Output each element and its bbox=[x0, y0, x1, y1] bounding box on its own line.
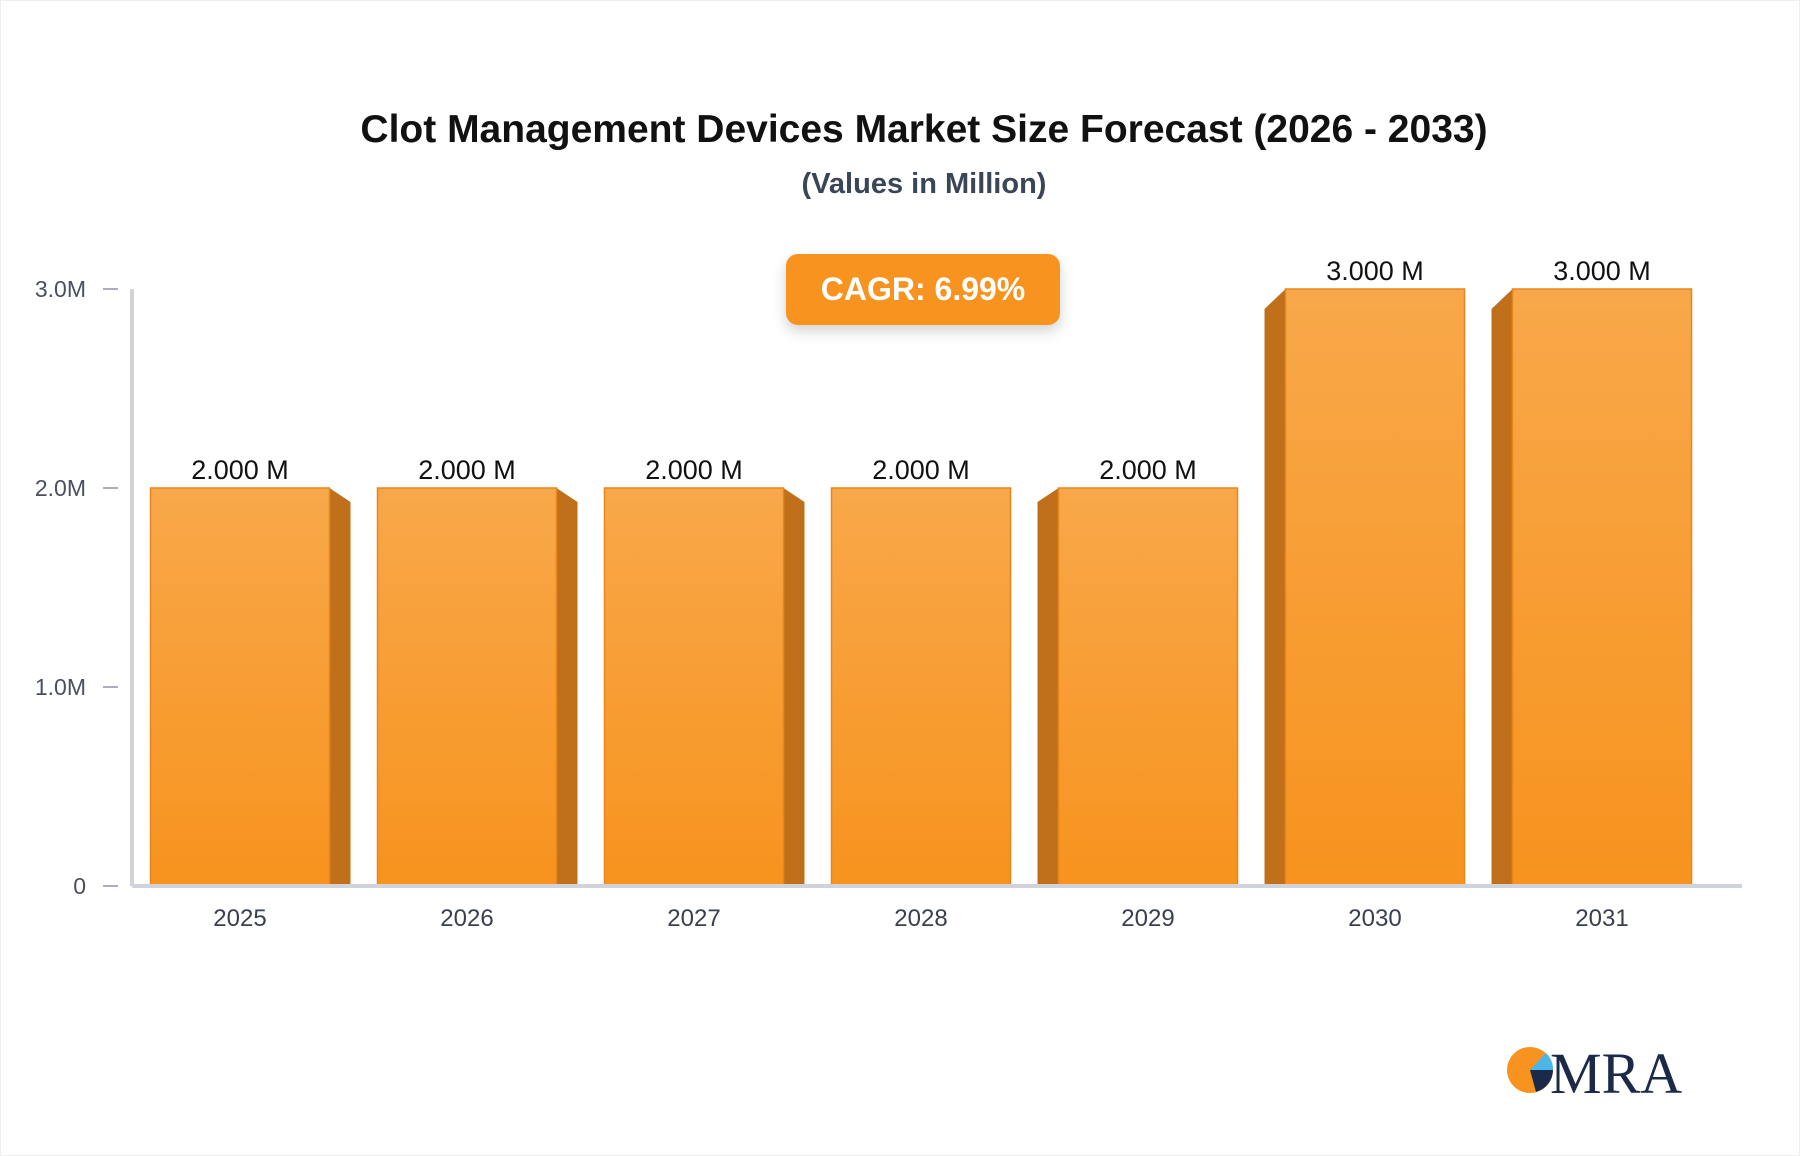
cagr-badge: CAGR: 6.99% bbox=[786, 254, 1060, 325]
x-tick-label: 2027 bbox=[667, 905, 720, 932]
svg-text:MRA: MRA bbox=[1550, 1041, 1682, 1100]
x-tick-label: 2025 bbox=[213, 905, 266, 932]
bar-2031 bbox=[1511, 288, 1693, 887]
data-label: 2.000 M bbox=[418, 455, 516, 485]
bar-2028 bbox=[830, 487, 1012, 887]
chart-subtitle: (Values in Million) bbox=[801, 168, 1047, 200]
x-tick-label: 2028 bbox=[894, 905, 947, 932]
data-label: 3.000 M bbox=[1326, 256, 1424, 286]
y-tick-label: 3.0M bbox=[35, 276, 86, 302]
data-label: 2.000 M bbox=[645, 455, 743, 485]
y-tick-label: 0 bbox=[73, 873, 86, 899]
bar-2026 bbox=[376, 487, 558, 887]
x-tick-label: 2030 bbox=[1348, 905, 1401, 932]
data-label: 2.000 M bbox=[191, 455, 289, 485]
x-tick-label: 2029 bbox=[1121, 905, 1174, 932]
x-tick-label: 2026 bbox=[440, 905, 493, 932]
bar-2029 bbox=[1057, 487, 1239, 887]
data-label: 2.000 M bbox=[872, 455, 970, 485]
data-label: 2.000 M bbox=[1099, 455, 1197, 485]
y-tick-label: 2.0M bbox=[35, 475, 86, 501]
bar-2025 bbox=[149, 487, 331, 887]
data-label: 3.000 M bbox=[1553, 256, 1651, 286]
bar-side bbox=[1037, 488, 1059, 886]
bar-2027 bbox=[603, 487, 785, 887]
bar-side bbox=[329, 488, 351, 886]
x-tick-label: 2031 bbox=[1575, 905, 1628, 932]
mra-logo: MRA bbox=[1506, 1040, 1706, 1100]
bar-side bbox=[1264, 289, 1286, 886]
bar-2030 bbox=[1284, 288, 1466, 887]
bar-side bbox=[1491, 289, 1513, 886]
bar-side bbox=[783, 488, 805, 886]
chart-title: Clot Management Devices Market Size Fore… bbox=[360, 108, 1488, 151]
y-tick-label: 1.0M bbox=[35, 674, 86, 700]
bar-side bbox=[556, 488, 578, 886]
